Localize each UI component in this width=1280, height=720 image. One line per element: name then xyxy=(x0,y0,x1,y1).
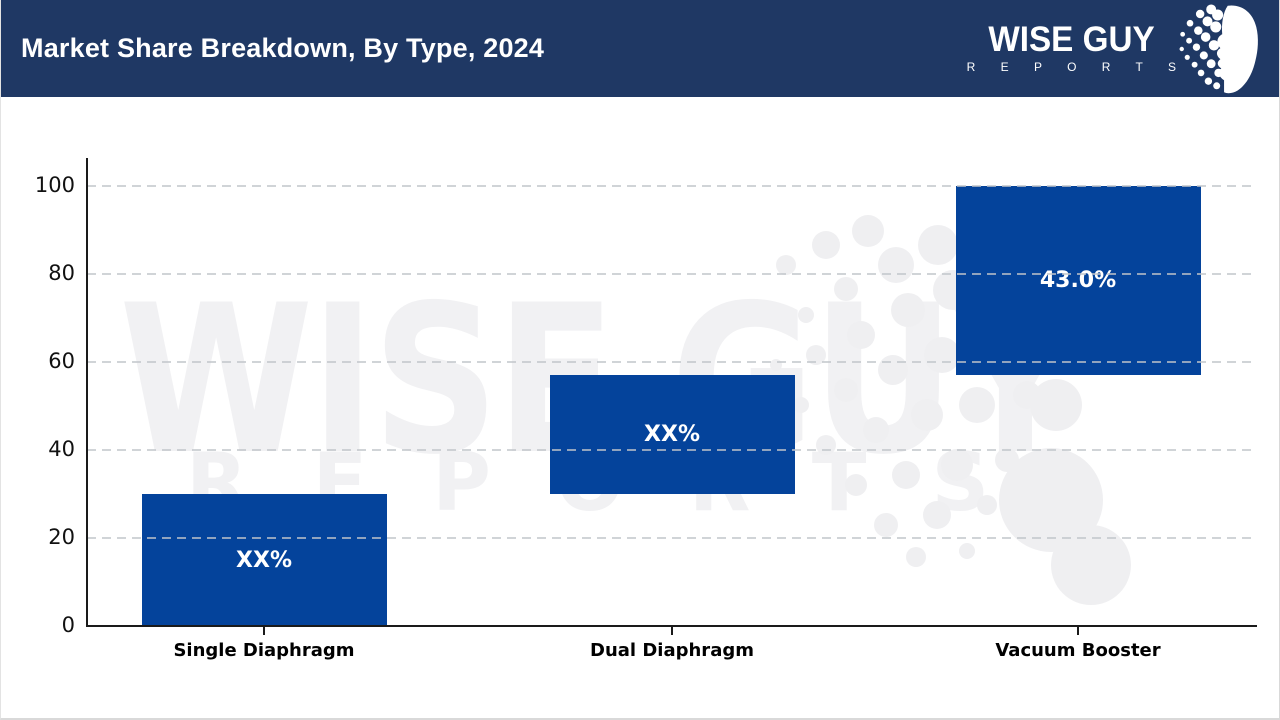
bar-value-label: 43.0% xyxy=(1039,268,1117,294)
page-title: Market Share Breakdown, By Type, 2024 xyxy=(21,33,545,63)
bar-value-label: XX% xyxy=(236,547,292,573)
x-tick-mark-1 xyxy=(263,627,265,635)
y-tick-label-0: 0 xyxy=(61,613,75,637)
gridline-80 xyxy=(87,273,1257,275)
y-tick-label-40: 40 xyxy=(48,437,75,461)
gridline-20 xyxy=(87,537,1257,539)
x-category-label-dual-diaphragm: Dual Diaphragm xyxy=(590,640,754,661)
bar-dual-diaphragm: XX% xyxy=(549,375,795,494)
y-tick-label-60: 60 xyxy=(48,349,75,373)
x-axis-line xyxy=(86,625,1257,627)
y-tick-label-20: 20 xyxy=(48,525,75,549)
bar-single-diaphragm: XX% xyxy=(141,494,387,626)
logo-subtitle: R E P O R T S xyxy=(966,60,1187,74)
gridline-60 xyxy=(87,361,1257,363)
logo-text: WISE GUY R E P O R T S xyxy=(957,20,1187,74)
bar-value-label: XX% xyxy=(644,422,700,448)
x-tick-mark-2 xyxy=(671,627,673,635)
header-band: Market Share Breakdown, By Type, 2024 WI… xyxy=(1,0,1279,97)
x-category-label-single-diaphragm: Single Diaphragm xyxy=(173,640,355,661)
face-profile-icon xyxy=(1179,3,1258,93)
y-axis-line xyxy=(86,158,88,627)
bar-vacuum-booster: 43.0% xyxy=(955,186,1201,376)
gridline-40 xyxy=(87,449,1257,451)
x-category-label-vacuum-booster: Vacuum Booster xyxy=(995,640,1161,661)
x-tick-mark-3 xyxy=(1077,627,1079,635)
gridline-100 xyxy=(87,185,1257,187)
y-tick-label-100: 100 xyxy=(34,173,75,197)
logo-wordmark: WISE GUY xyxy=(988,20,1155,59)
wise-guy-reports-logo: WISE GUY R E P O R T S xyxy=(957,3,1265,95)
y-tick-label-80: 80 xyxy=(48,261,75,285)
